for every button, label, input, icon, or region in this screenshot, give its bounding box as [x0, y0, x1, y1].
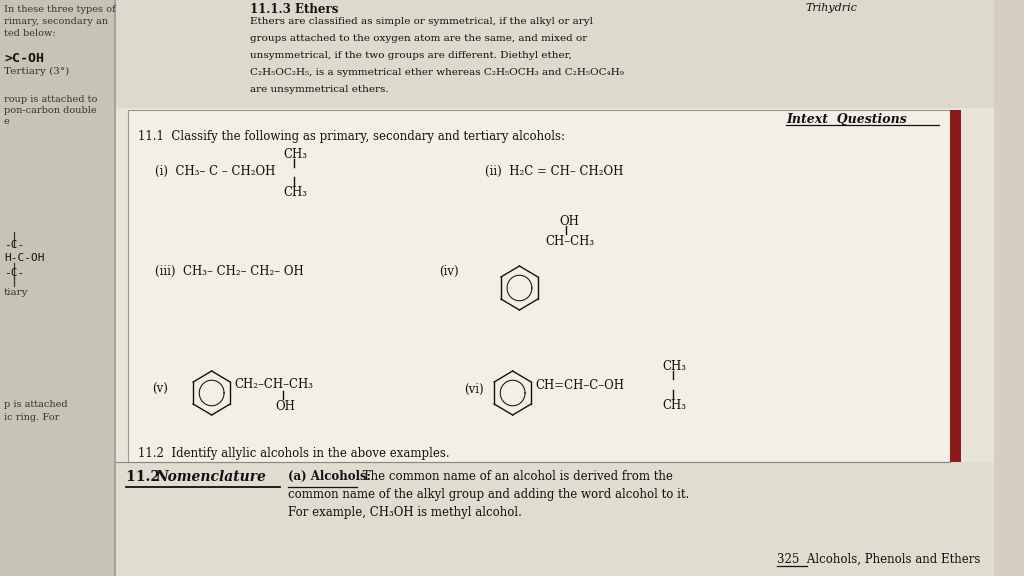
Text: unsymmetrical, if the two groups are different. Diethyl ether,: unsymmetrical, if the two groups are dif…	[251, 51, 572, 60]
Text: 11.2  Identify allylic alcohols in the above examples.: 11.2 Identify allylic alcohols in the ab…	[138, 447, 450, 460]
Text: (i)  CH₃– C – CH₂OH: (i) CH₃– C – CH₂OH	[156, 165, 275, 178]
Text: Tertiary (3°): Tertiary (3°)	[4, 67, 70, 76]
Text: ic ring. For: ic ring. For	[4, 413, 59, 422]
Text: -C-: -C-	[4, 240, 25, 250]
Text: CH₃: CH₃	[663, 360, 686, 373]
Text: Nomenclature: Nomenclature	[156, 470, 266, 484]
FancyBboxPatch shape	[115, 462, 994, 576]
Text: 11.2: 11.2	[126, 470, 165, 484]
Text: 325  Alcohols, Phenols and Ethers: 325 Alcohols, Phenols and Ethers	[777, 553, 980, 566]
Text: (iv): (iv)	[439, 265, 459, 278]
FancyBboxPatch shape	[115, 0, 994, 108]
Text: are unsymmetrical ethers.: are unsymmetrical ethers.	[251, 85, 389, 94]
Text: CH₃: CH₃	[663, 399, 686, 412]
Text: Intext  Questions: Intext Questions	[786, 113, 907, 126]
Text: -C-: -C-	[4, 268, 25, 278]
Text: 11.1.3 Ethers: 11.1.3 Ethers	[251, 3, 339, 16]
Text: CH₃: CH₃	[284, 148, 307, 161]
Text: roup is attached to: roup is attached to	[4, 95, 97, 104]
Text: CH₂–CH–CH₃: CH₂–CH–CH₃	[234, 378, 313, 391]
Text: tiary: tiary	[4, 288, 29, 297]
FancyBboxPatch shape	[0, 0, 115, 576]
Text: Trihydric: Trihydric	[806, 3, 858, 13]
Text: (v): (v)	[153, 383, 168, 396]
Text: (ii)  H₂C = CH– CH₂OH: (ii) H₂C = CH– CH₂OH	[485, 165, 624, 178]
Text: The common name of an alcohol is derived from the: The common name of an alcohol is derived…	[359, 470, 673, 483]
Text: In these three types of: In these three types of	[4, 5, 116, 14]
Text: OH: OH	[275, 400, 296, 413]
Text: groups attached to the oxygen atom are the same, and mixed or: groups attached to the oxygen atom are t…	[251, 34, 588, 43]
Text: ted below:: ted below:	[4, 29, 55, 38]
Text: >C-OH: >C-OH	[4, 52, 44, 65]
Text: rimary, secondary an: rimary, secondary an	[4, 17, 108, 26]
Text: e: e	[4, 117, 9, 126]
Text: (iii)  CH₃– CH₂– CH₂– OH: (iii) CH₃– CH₂– CH₂– OH	[156, 265, 304, 278]
Text: H-C-OH: H-C-OH	[4, 253, 44, 263]
FancyBboxPatch shape	[128, 110, 949, 462]
Text: pon-carbon double: pon-carbon double	[4, 106, 96, 115]
Text: p is attached: p is attached	[4, 400, 68, 409]
Text: 11.1  Classify the following as primary, secondary and tertiary alcohols:: 11.1 Classify the following as primary, …	[138, 130, 565, 143]
FancyBboxPatch shape	[949, 110, 962, 462]
Text: Ethers are classified as simple or symmetrical, if the alkyl or aryl: Ethers are classified as simple or symme…	[251, 17, 594, 26]
Text: OH: OH	[559, 215, 580, 228]
FancyBboxPatch shape	[115, 0, 994, 576]
Text: common name of the alkyl group and adding the word alcohol to it.: common name of the alkyl group and addin…	[289, 488, 689, 501]
Text: (vi): (vi)	[464, 383, 483, 396]
Text: (a) Alcohols:: (a) Alcohols:	[289, 470, 372, 483]
Text: For example, CH₃OH is methyl alcohol.: For example, CH₃OH is methyl alcohol.	[289, 506, 522, 519]
Text: CH=CH–C–OH: CH=CH–C–OH	[535, 379, 624, 392]
Text: CH₃: CH₃	[284, 186, 307, 199]
Text: CH–CH₃: CH–CH₃	[546, 235, 595, 248]
Text: C₂H₅OC₂H₅, is a symmetrical ether whereas C₂H₅OCH₃ and C₂H₅OC₄H₉: C₂H₅OC₂H₅, is a symmetrical ether wherea…	[251, 68, 625, 77]
